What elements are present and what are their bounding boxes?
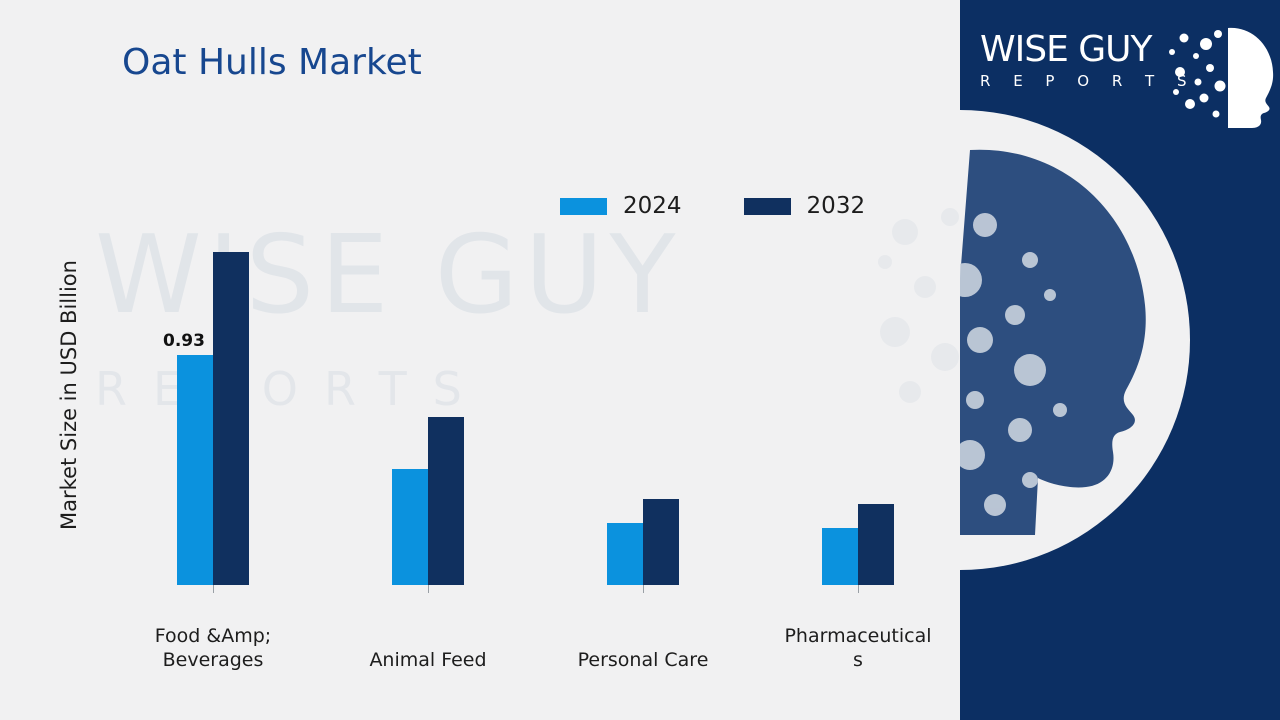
x-axis-category-label: Pharmaceuticals [784, 625, 932, 671]
y-axis-title: Market Size in USD Billion [52, 210, 86, 580]
bar-2032[interactable] [428, 417, 464, 585]
legend-label-2032: 2032 [806, 193, 866, 219]
brand-logo-head-icon [1169, 27, 1274, 129]
x-axis-tick [213, 585, 214, 593]
brand-circle-dots-icon [960, 213, 1067, 516]
bar-chart: Market Size in USD Billion 2024 2032 Foo… [52, 185, 932, 671]
bar-2032[interactable] [643, 498, 679, 585]
page-title: Oat Hulls Market [122, 42, 422, 83]
legend-swatch-2024 [560, 197, 607, 215]
bar-value-label: 0.93 [163, 331, 205, 352]
x-axis-tick [858, 585, 859, 593]
x-axis-tick [428, 585, 429, 593]
bar-group [607, 185, 679, 585]
bar-2024[interactable] [392, 468, 428, 585]
bar-group [177, 185, 249, 585]
bar-2024[interactable] [177, 355, 213, 585]
x-axis-category-label: Personal Care [577, 649, 709, 671]
bar-group [822, 185, 894, 585]
brand-logo-word: WISE GUY [980, 29, 1153, 70]
chart-legend: 2024 2032 [560, 193, 865, 219]
x-axis-category-label: Animal Feed [369, 649, 487, 671]
bar-2032[interactable] [213, 251, 249, 585]
bar-groups-layer: Food &Amp; Beverages Animal Feed Personal … [154, 185, 932, 671]
legend-swatch-2032 [743, 197, 791, 215]
legend-label-2024: 2024 [623, 193, 682, 219]
brand-logo: WISE GUY R E P O R T S [980, 27, 1274, 129]
x-axis-category-label: Food &Amp; Beverages [154, 625, 272, 671]
brand-panel: WISE GUY R E P O R T S [960, 0, 1280, 720]
legend-item-2032[interactable]: 2032 [743, 193, 866, 219]
x-axis-tick [643, 585, 644, 593]
brand-logo-subtitle: R E P O R T S [980, 72, 1196, 90]
bar-2024[interactable] [607, 523, 643, 585]
bar-2024[interactable] [822, 528, 858, 585]
brand-face-silhouette-icon [960, 149, 1146, 535]
legend-item-2024[interactable]: 2024 [560, 193, 682, 219]
y-axis-title-text: Market Size in USD Billion [57, 260, 82, 530]
bar-2032[interactable] [858, 503, 894, 585]
bar-group [392, 185, 464, 585]
